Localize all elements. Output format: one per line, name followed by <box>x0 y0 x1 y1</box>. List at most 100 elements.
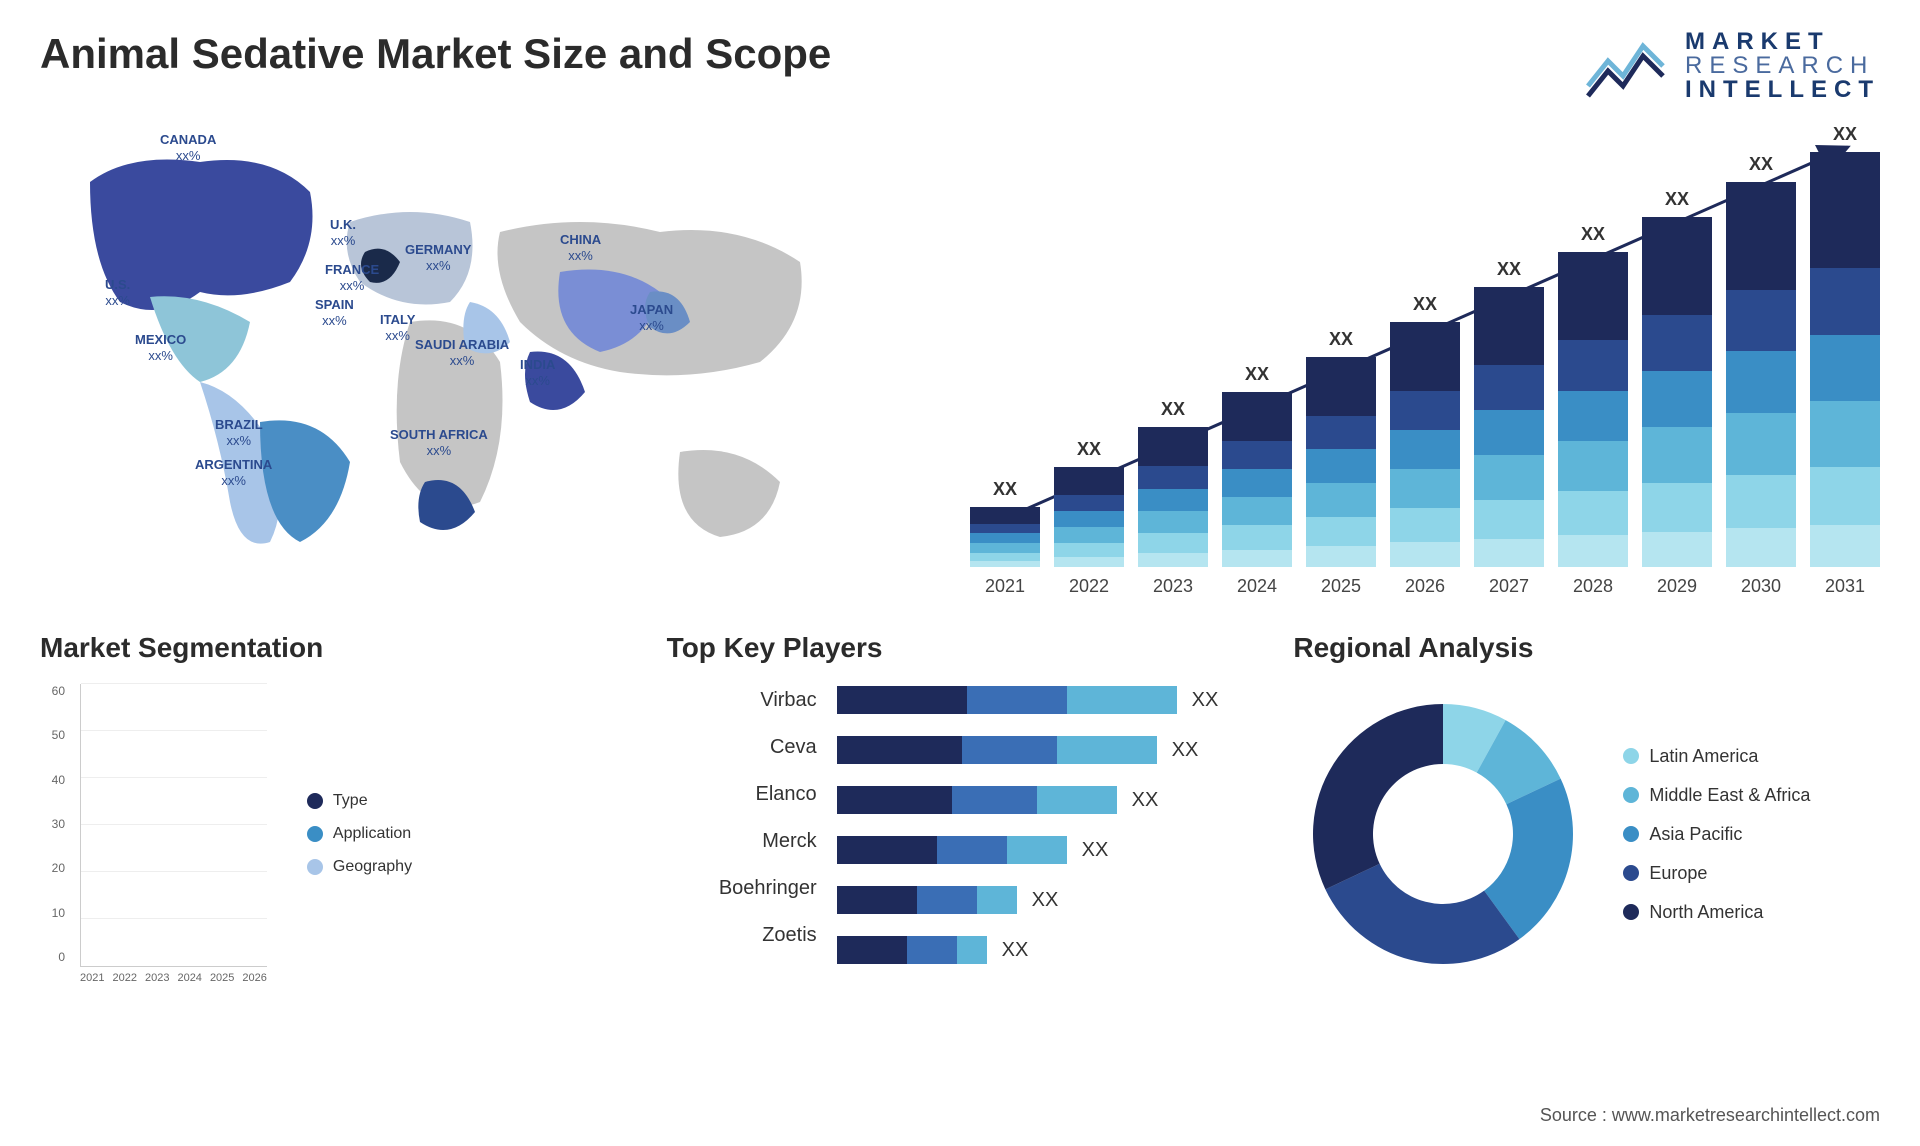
map-label-france: FRANCExx% <box>325 262 379 293</box>
main-bar-label: XX <box>1581 224 1605 245</box>
main-bar-2027: XX <box>1474 287 1544 567</box>
player-bar-segment <box>977 886 1017 914</box>
main-bar-segment <box>1810 152 1880 268</box>
seg-x-label: 2022 <box>112 972 136 984</box>
map-label-saudiarabia: SAUDI ARABIAxx% <box>415 337 509 368</box>
main-bar-segment <box>1138 553 1208 567</box>
main-bar-segment <box>1558 340 1628 390</box>
main-bar-segment <box>1810 467 1880 525</box>
player-bar-segment <box>837 686 967 714</box>
map-label-india: INDIAxx% <box>520 357 555 388</box>
regional-section: Regional Analysis Latin AmericaMiddle Ea… <box>1293 632 1880 1032</box>
map-label-us: U.S.xx% <box>105 277 130 308</box>
main-bar-segment <box>1390 469 1460 508</box>
legend-label: North America <box>1649 902 1763 923</box>
main-bar-segment <box>1054 527 1124 543</box>
legend-label: Latin America <box>1649 746 1758 767</box>
main-bar-segment <box>1726 475 1796 529</box>
main-bar-segment <box>1138 489 1208 511</box>
seg-x-label: 2026 <box>242 972 266 984</box>
segmentation-legend: TypeApplicationGeography <box>307 684 412 984</box>
main-x-label: 2031 <box>1810 576 1880 597</box>
player-bar <box>837 886 1017 914</box>
players-title: Top Key Players <box>667 632 1254 664</box>
map-label-spain: SPAINxx% <box>315 297 354 328</box>
main-bar-segment <box>1222 525 1292 550</box>
main-bar-segment <box>1306 416 1376 450</box>
main-bar-2029: XX <box>1642 217 1712 567</box>
map-label-italy: ITALYxx% <box>380 312 415 343</box>
segmentation-section: Market Segmentation 6050403020100 202120… <box>40 632 627 1032</box>
main-bar-segment <box>970 533 1040 543</box>
map-label-japan: JAPANxx% <box>630 302 673 333</box>
logo-line-2: RESEARCH <box>1685 54 1880 78</box>
regional-legend: Latin AmericaMiddle East & AfricaAsia Pa… <box>1623 746 1810 923</box>
main-bar-segment <box>1306 357 1376 416</box>
main-x-label: 2029 <box>1642 576 1712 597</box>
segmentation-bars <box>80 684 267 967</box>
main-x-label: 2023 <box>1138 576 1208 597</box>
segmentation-x-axis: 202120222023202420252026 <box>80 972 267 984</box>
player-bar-segment <box>957 936 987 964</box>
main-bar-segment <box>1054 467 1124 495</box>
logo: MARKET RESEARCH INTELLECT <box>1583 30 1880 102</box>
main-growth-chart: XXXXXXXXXXXXXXXXXXXXXX 20212022202320242… <box>970 122 1880 602</box>
player-bar-segment <box>837 836 937 864</box>
main-x-label: 2030 <box>1726 576 1796 597</box>
player-bar-segment <box>837 786 952 814</box>
logo-line-1: MARKET <box>1685 30 1880 54</box>
player-name: Zoetis <box>667 924 817 947</box>
main-bar-2031: XX <box>1810 152 1880 567</box>
player-bars: XXXXXXXXXXXX <box>837 684 1254 966</box>
player-value: XX <box>1192 689 1219 712</box>
map-label-southafrica: SOUTH AFRICAxx% <box>390 427 488 458</box>
legend-label: Asia Pacific <box>1649 824 1742 845</box>
main-bar-segment <box>1054 543 1124 557</box>
seg-y-tick: 50 <box>40 728 65 742</box>
main-bar-segment <box>1390 322 1460 391</box>
legend-label: Type <box>333 792 368 810</box>
seg-legend-item: Application <box>307 825 412 843</box>
legend-swatch <box>1623 865 1639 881</box>
main-bar-segment <box>1306 546 1376 567</box>
player-bar <box>837 936 987 964</box>
main-bar-segment <box>1306 449 1376 483</box>
map-label-china: CHINAxx% <box>560 232 601 263</box>
player-bar-segment <box>907 936 957 964</box>
main-bar-segment <box>1642 371 1712 427</box>
legend-swatch <box>307 826 323 842</box>
main-bar-segment <box>1306 483 1376 517</box>
regional-legend-item: Europe <box>1623 863 1810 884</box>
main-bar-segment <box>1642 217 1712 315</box>
main-bar-segment <box>970 553 1040 561</box>
main-x-label: 2026 <box>1390 576 1460 597</box>
main-bar-segment <box>1222 469 1292 497</box>
main-bar-label: XX <box>993 479 1017 500</box>
main-bar-2028: XX <box>1558 252 1628 567</box>
main-bar-label: XX <box>1329 329 1353 350</box>
main-bar-segment <box>1726 413 1796 475</box>
main-bar-segment <box>1810 401 1880 467</box>
main-bar-2021: XX <box>970 507 1040 567</box>
main-bar-segment <box>1138 466 1208 488</box>
main-bar-segment <box>1726 182 1796 290</box>
main-bar-2026: XX <box>1390 322 1460 567</box>
main-bar-label: XX <box>1749 154 1773 175</box>
donut-segment <box>1326 864 1520 964</box>
main-bar-segment <box>1222 497 1292 525</box>
source-text: Source : www.marketresearchintellect.com <box>1540 1105 1880 1126</box>
seg-x-label: 2021 <box>80 972 104 984</box>
main-bar-segment <box>1474 365 1544 410</box>
main-x-label: 2022 <box>1054 576 1124 597</box>
main-x-label: 2024 <box>1222 576 1292 597</box>
main-bar-segment <box>1810 268 1880 334</box>
main-bar-segment <box>1138 533 1208 553</box>
main-bar-segment <box>1558 391 1628 441</box>
player-bar-segment <box>1007 836 1067 864</box>
player-value: XX <box>1132 789 1159 812</box>
player-name: Boehringer <box>667 877 817 900</box>
main-bar-segment <box>1726 351 1796 413</box>
player-value: XX <box>1082 839 1109 862</box>
main-bar-2024: XX <box>1222 392 1292 567</box>
regional-donut <box>1293 684 1593 984</box>
